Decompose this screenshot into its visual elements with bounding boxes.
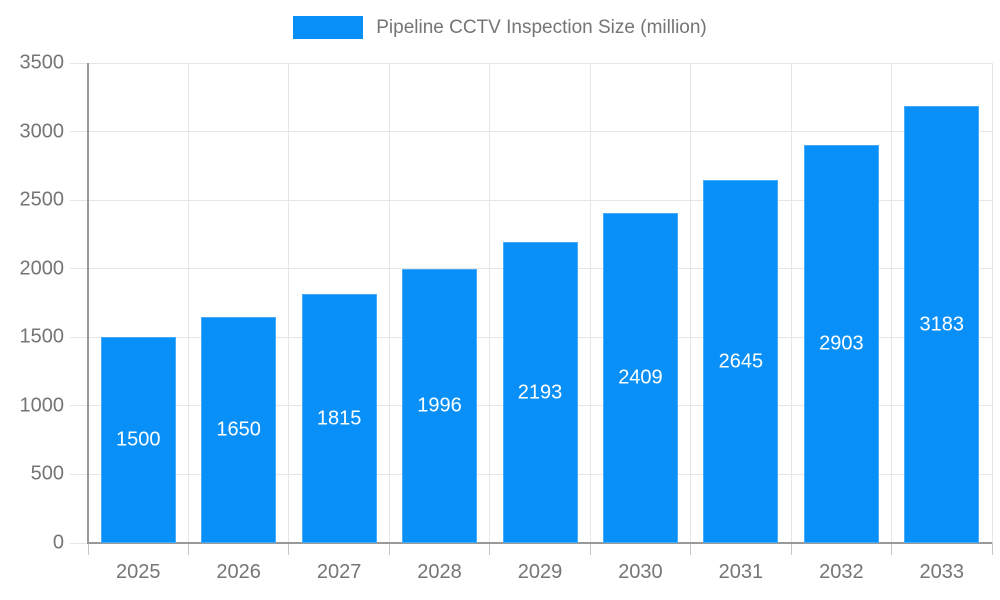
v-gridline	[288, 63, 290, 543]
v-gridline	[891, 63, 893, 543]
y-axis-line	[87, 63, 89, 544]
y-axis-tick-label: 500	[30, 463, 64, 486]
x-axis-tick-label: 2032	[819, 561, 864, 583]
y-axis-tick-label: 1000	[19, 394, 65, 417]
y-axis-tick-label: 0	[52, 531, 64, 554]
v-gridline	[690, 63, 692, 543]
x-axis-tick-label: 2029	[517, 561, 563, 583]
x-axis-tick-label: 2033	[919, 561, 965, 583]
v-gridline	[187, 63, 189, 543]
x-tick	[288, 543, 290, 555]
v-gridline	[388, 63, 390, 543]
legend-swatch	[293, 16, 364, 39]
legend-item[interactable]: Pipeline CCTV Inspection Size (million)	[0, 16, 1000, 39]
x-tick	[589, 543, 591, 555]
v-gridline	[991, 63, 993, 543]
v-gridline	[489, 63, 491, 543]
bar	[703, 180, 779, 543]
bar	[502, 242, 578, 543]
y-axis-tick-label: 1500	[19, 325, 65, 348]
y-tick	[70, 199, 88, 201]
bar-value-label: 1500	[115, 428, 161, 451]
x-axis-tick-label: 2031	[718, 561, 764, 583]
x-tick	[87, 543, 89, 555]
y-tick	[70, 405, 88, 407]
bar-value-label: 1815	[316, 407, 362, 430]
bar-value-label: 1996	[417, 394, 462, 417]
x-tick	[690, 543, 692, 555]
y-tick	[70, 336, 88, 338]
bar	[201, 316, 277, 543]
x-tick	[891, 543, 893, 555]
bar-value-label: 3183	[919, 313, 965, 336]
x-tick	[790, 543, 792, 555]
x-tick	[187, 543, 189, 555]
x-axis-tick-label: 2028	[417, 561, 462, 583]
y-axis-tick-label: 3500	[19, 51, 65, 74]
x-axis-tick-label: 2030	[618, 561, 663, 583]
y-tick	[70, 542, 88, 544]
bar	[602, 212, 678, 543]
y-tick	[70, 473, 88, 475]
x-axis-tick-label: 2026	[216, 561, 261, 583]
bar-value-label: 2409	[618, 366, 663, 389]
h-gridline	[88, 131, 992, 133]
v-gridline	[589, 63, 591, 543]
y-tick	[70, 131, 88, 133]
v-gridline	[790, 63, 792, 543]
y-axis-tick-label: 2500	[19, 188, 65, 211]
x-axis-tick-label: 2027	[316, 561, 362, 583]
x-tick	[991, 543, 993, 555]
v-gridline	[87, 63, 89, 543]
bar	[301, 294, 377, 543]
bar-value-label: 1650	[216, 418, 261, 441]
bar	[904, 106, 980, 543]
y-tick	[70, 268, 88, 270]
bar-value-label: 2645	[718, 350, 764, 373]
y-axis-tick-label: 2000	[19, 257, 65, 280]
h-gridline	[88, 62, 992, 64]
bar	[803, 144, 879, 543]
bar	[402, 269, 478, 543]
x-tick	[388, 543, 390, 555]
legend-label: Pipeline CCTV Inspection Size (million)	[376, 17, 707, 38]
bar-value-label: 2193	[517, 381, 563, 404]
y-tick	[70, 62, 88, 64]
bar	[100, 337, 176, 543]
bar-value-label: 2903	[819, 332, 864, 355]
x-axis-tick-label: 2025	[115, 561, 161, 583]
x-tick	[489, 543, 491, 555]
y-axis-tick-label: 3000	[19, 120, 65, 143]
